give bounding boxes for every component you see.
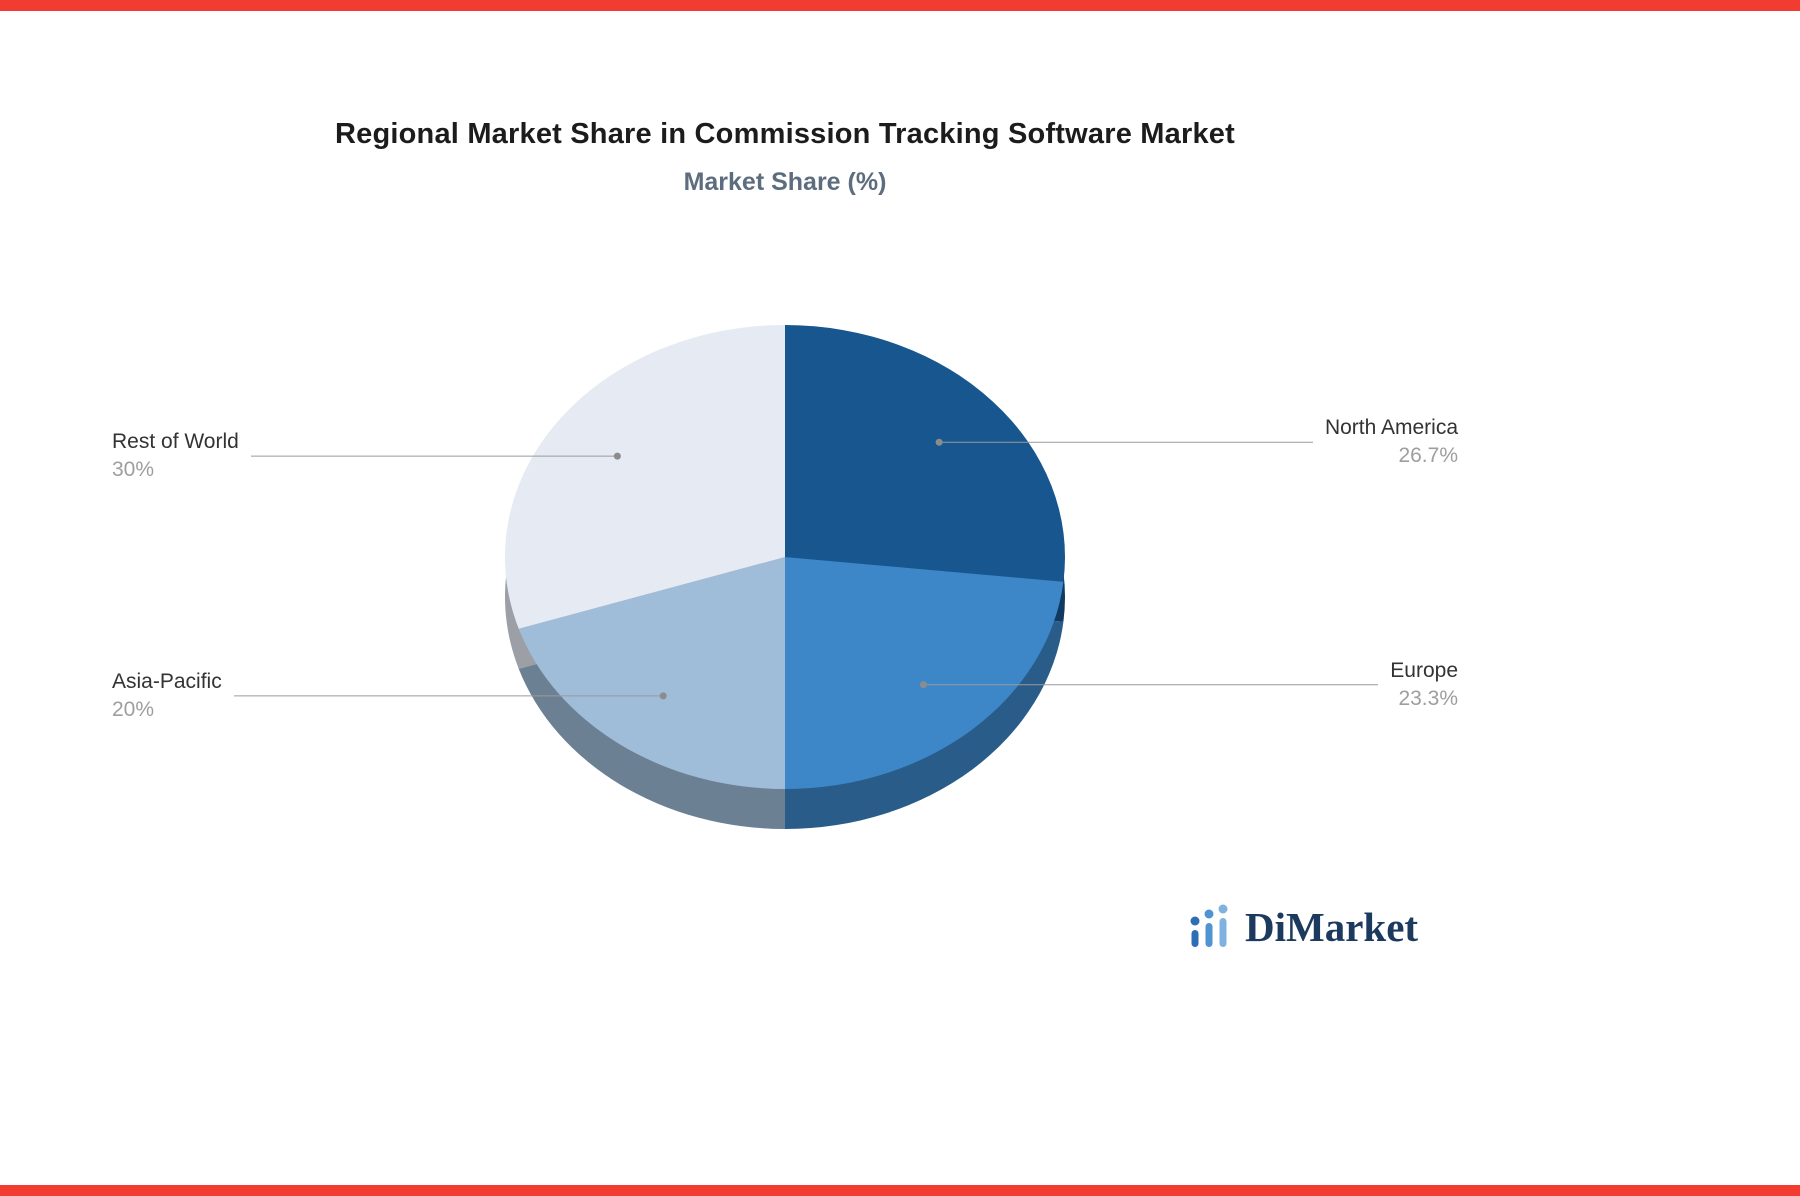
dimarket-logo: DiMarket [1185, 903, 1418, 951]
chart-title: Regional Market Share in Commission Trac… [335, 118, 1235, 150]
slice-label-name: Europe [1390, 658, 1458, 682]
dimarket-logo-icon [1190, 904, 1228, 947]
bottom-accent-bar [0, 1185, 1800, 1196]
slice-label: Europe 23.3% [1390, 657, 1458, 713]
leader-lines [234, 438, 1378, 700]
slice-label: North America 26.7% [1325, 414, 1458, 470]
slice-label: Asia-Pacific 20% [112, 668, 222, 724]
slice-label-name: North America [1324, 416, 1458, 440]
leader-dot [613, 452, 621, 460]
pie-slice[interactable] [518, 557, 785, 789]
slice-label-value: 23.3% [1398, 686, 1458, 710]
pie-slice[interactable] [785, 325, 1065, 582]
pie-slices [504, 325, 1065, 789]
slice-label: Rest of World 30% [112, 428, 239, 484]
top-accent-bar [0, 0, 1800, 11]
slice-label-value: 20% [112, 697, 155, 721]
pie-slice[interactable] [504, 325, 785, 629]
slice-label-name: Rest of World [112, 430, 239, 454]
pie-slice[interactable] [785, 557, 1064, 789]
slice-label-value: 30% [112, 458, 155, 482]
leader-dot [935, 438, 943, 446]
slice-label-value: 26.7% [1398, 444, 1458, 468]
leader-dot [919, 681, 927, 689]
dimarket-logo-text: DiMarket [1245, 904, 1419, 950]
chart-subtitle: Market Share (%) [683, 168, 887, 196]
slice-label-name: Asia-Pacific [112, 669, 222, 693]
leader-dot [659, 692, 667, 700]
